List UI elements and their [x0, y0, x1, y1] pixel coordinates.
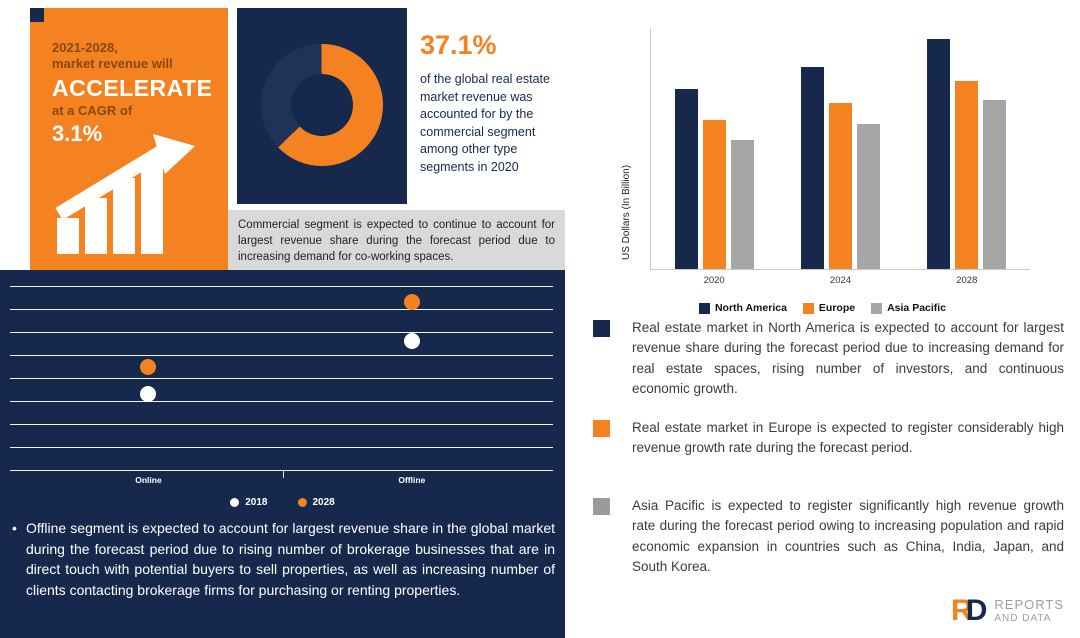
accelerate-line2: market revenue will	[52, 56, 173, 72]
bar-legend-label: Europe	[818, 302, 856, 314]
dot-2018-online	[140, 386, 157, 403]
regional-bar-chart: 2020 2024 2028	[650, 28, 1030, 286]
bar-north-america-2020	[674, 89, 698, 269]
region-bullet-marker	[593, 498, 610, 515]
region-bullet-text: Asia Pacific is expected to register sig…	[632, 498, 1064, 574]
axis-label-online: Online	[135, 475, 162, 485]
bar-chart-y-axis-label: US Dollars (In Billion)	[621, 164, 632, 260]
bar-category-label: 2028	[956, 275, 978, 286]
logo-line2: AND DATA	[994, 612, 1052, 624]
dot-plot-axis-labels: Online Offline	[10, 475, 553, 489]
dot-legend-marker	[297, 498, 307, 507]
bar-category-label: 2024	[829, 275, 852, 286]
region-bullet-text: Real estate market in Europe is expected…	[632, 420, 1064, 456]
bullet-point-icon: •	[12, 520, 17, 536]
commercial-stat-block: 37.1% of the global real estate market r…	[420, 30, 566, 176]
region-bullet-asia-pacific: Asia Pacific is expected to register sig…	[593, 496, 1064, 577]
dot-2018-offline	[403, 333, 420, 350]
bar-asia-pacific-2020	[730, 139, 754, 269]
logo-mark-r: R	[951, 594, 973, 627]
x-axis-center-tick	[282, 471, 284, 478]
donut-panel	[237, 8, 407, 204]
bar-legend-marker	[871, 302, 883, 314]
dot-plot-legend: 2018 2028	[0, 497, 565, 508]
legend-item-asia-pacific: Asia Pacific	[871, 302, 946, 314]
donut-chart	[261, 44, 383, 166]
dot-legend-label-2028: 2028	[312, 497, 335, 508]
accelerate-period: 2021-2028,	[52, 40, 118, 55]
bar-north-america-2028	[927, 38, 951, 269]
logo-text: REPORTS AND DATA	[994, 597, 1064, 624]
logo-line1: REPORTS	[994, 597, 1064, 613]
bar-asia-pacific-2024	[856, 124, 880, 269]
legend-item-2028: 2028	[297, 497, 335, 508]
bar-category-label: 2020	[703, 275, 725, 286]
dot-plot-panel: Online Offline 2018 2028 • Offline segme…	[0, 270, 565, 638]
accelerate-line4: at a CAGR of	[52, 102, 133, 118]
bar-group: 2028	[927, 28, 1007, 286]
dot-legend-label-2018: 2018	[245, 497, 268, 508]
bar-legend-marker	[698, 302, 710, 314]
legend-item-north-america: North America	[698, 302, 787, 314]
commercial-percent: 37.1%	[420, 30, 497, 60]
accelerate-text-block: 2021-2028, market revenue will ACCELERAT…	[52, 40, 214, 147]
accelerate-panel: 2021-2028, market revenue will ACCELERAT…	[30, 8, 228, 270]
legend-item-2018: 2018	[230, 497, 268, 508]
logo-mark-d: D	[965, 594, 988, 627]
dot-2028-offline	[403, 294, 420, 311]
bar-europe-2028	[955, 80, 979, 269]
reports-and-data-logo: R D REPORTS AND DATA	[951, 594, 1064, 628]
offline-bullet-text: Offline segment is expected to account f…	[26, 520, 555, 599]
bar-legend-label: North America	[714, 302, 787, 314]
cagr-value: 3.1%	[52, 121, 103, 147]
commercial-note-box: Commercial segment is expected to contin…	[228, 210, 565, 270]
accelerate-emphasis: ACCELERATE	[52, 74, 213, 101]
legend-item-europe: Europe	[802, 302, 856, 314]
growth-chart-arrow-icon	[50, 134, 210, 254]
right-column: US Dollars (In Billion) 2020 2024 2028 N…	[565, 0, 1080, 638]
corner-notch	[30, 8, 44, 22]
region-bullet-text: Real estate market in North America is e…	[632, 320, 1064, 396]
bar-group: 2020	[674, 28, 754, 286]
dot-2028-online	[140, 358, 157, 375]
dot-plot-area	[10, 286, 553, 471]
bar-north-america-2024	[800, 67, 824, 269]
bar-asia-pacific-2028	[983, 100, 1007, 269]
bar-legend-label: Asia Pacific	[887, 302, 947, 314]
bar-groups: 2020 2024 2028	[651, 28, 1030, 286]
region-bullet-marker	[593, 420, 610, 437]
bar-europe-2024	[828, 102, 852, 269]
region-bullet-marker	[593, 320, 610, 337]
offline-bullet: • Offline segment is expected to account…	[12, 518, 555, 601]
donut-hole	[291, 74, 353, 136]
bar-europe-2020	[702, 120, 726, 269]
region-bullet-north-america: Real estate market in North America is e…	[593, 318, 1064, 399]
bar-chart-legend: North America Europe Asia Pacific	[565, 302, 1080, 314]
commercial-description: of the global real estate market revenue…	[420, 72, 550, 174]
bar-legend-marker	[802, 302, 814, 314]
dot-legend-marker	[230, 498, 240, 507]
region-bullet-europe: Real estate market in Europe is expected…	[593, 418, 1064, 459]
bar-group: 2024	[800, 28, 880, 286]
axis-label-offline: Offline	[398, 475, 426, 485]
